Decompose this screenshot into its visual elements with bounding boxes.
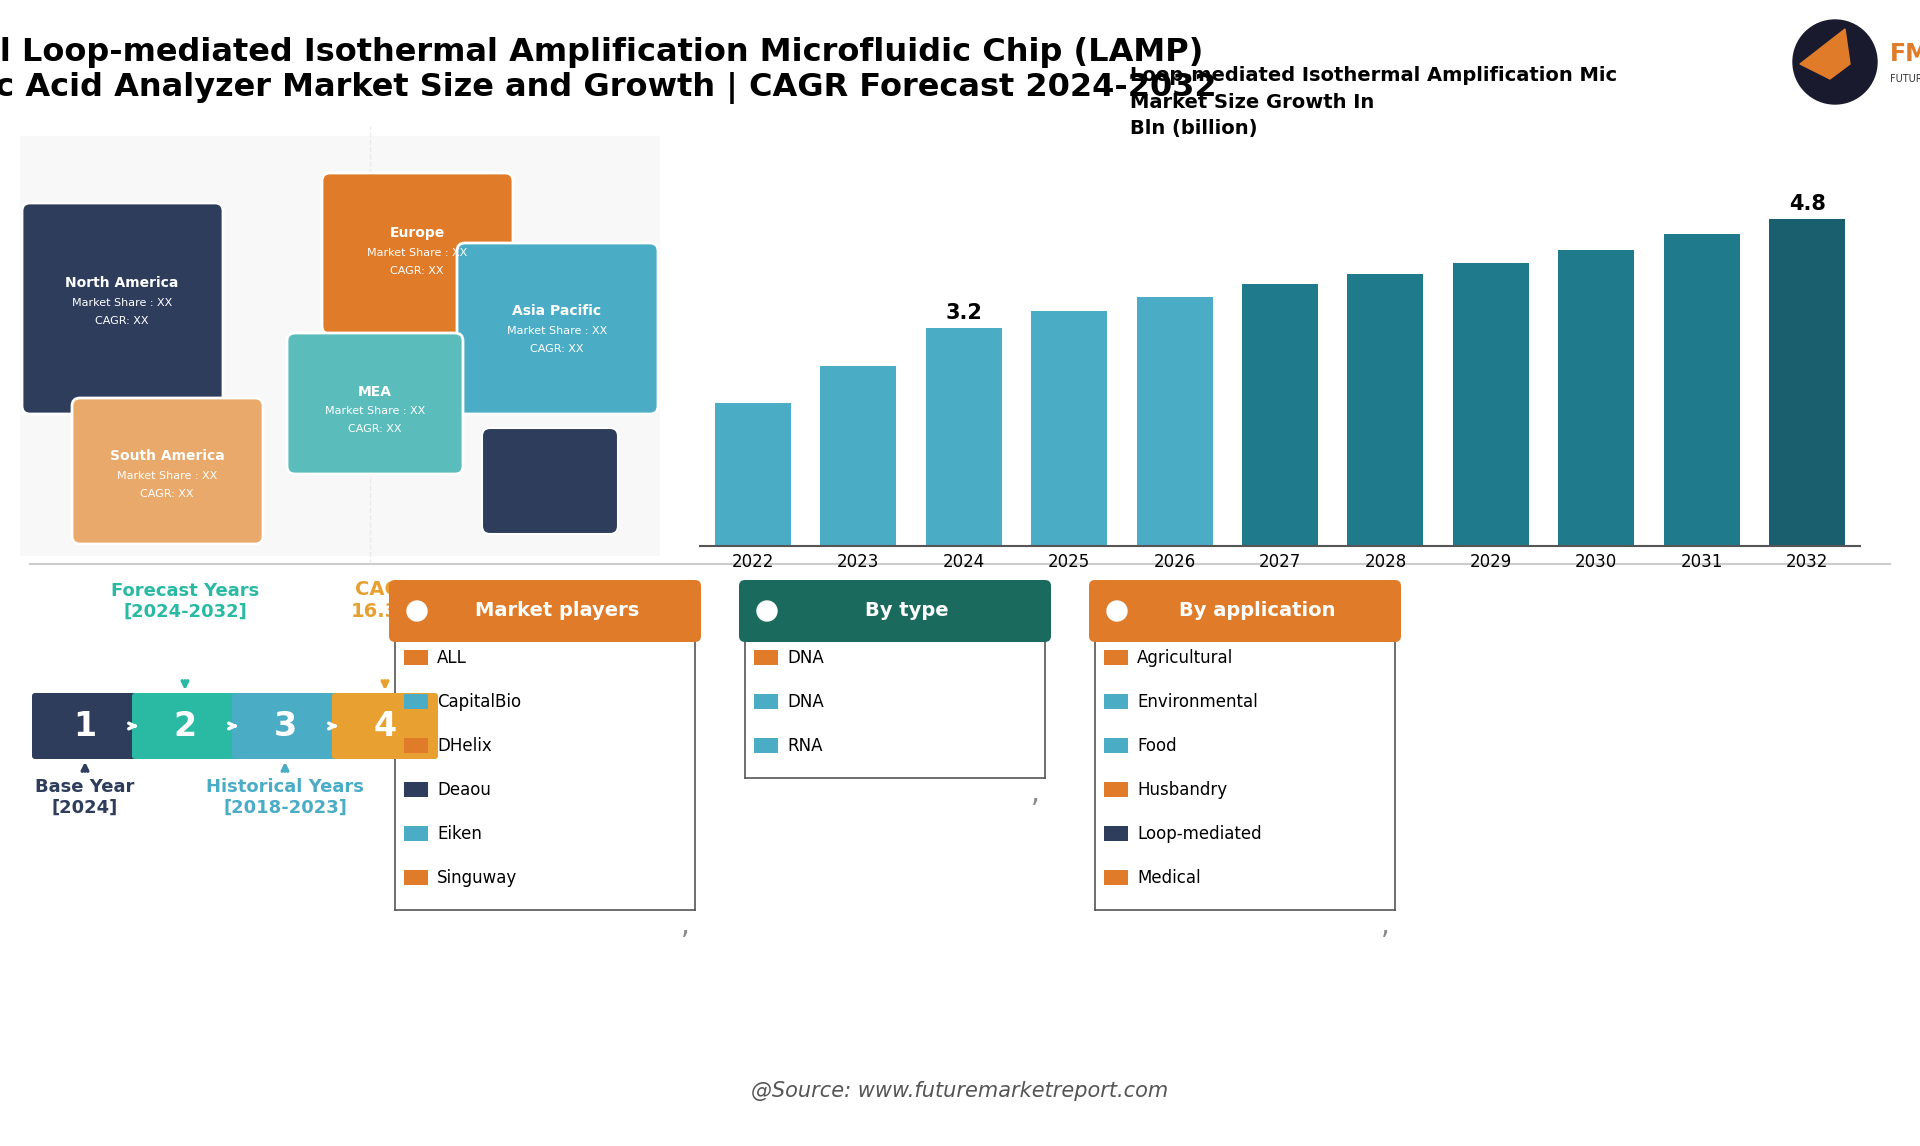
FancyBboxPatch shape (1104, 694, 1129, 709)
Text: ,: , (680, 912, 689, 940)
Text: DHelix: DHelix (438, 737, 492, 755)
Text: 3: 3 (273, 709, 296, 743)
Text: By type: By type (866, 602, 948, 620)
Circle shape (1108, 601, 1127, 621)
FancyBboxPatch shape (132, 693, 238, 759)
FancyBboxPatch shape (755, 738, 778, 753)
FancyBboxPatch shape (286, 333, 463, 474)
FancyBboxPatch shape (390, 580, 701, 642)
Text: Market Share : XX: Market Share : XX (324, 406, 424, 416)
Text: Market Share : XX: Market Share : XX (71, 298, 173, 308)
FancyBboxPatch shape (19, 136, 660, 556)
Text: Agricultural: Agricultural (1137, 649, 1233, 667)
FancyBboxPatch shape (403, 650, 428, 665)
Text: CAGR: XX: CAGR: XX (530, 344, 584, 354)
Text: Europe: Europe (390, 226, 445, 240)
FancyBboxPatch shape (232, 693, 338, 759)
FancyBboxPatch shape (403, 782, 428, 796)
Text: 3.2: 3.2 (945, 304, 981, 323)
Text: Loop-mediated: Loop-mediated (1137, 825, 1261, 843)
FancyBboxPatch shape (21, 203, 223, 414)
Text: By application: By application (1179, 602, 1334, 620)
Bar (1242, 284, 1317, 545)
FancyBboxPatch shape (1104, 826, 1129, 841)
Text: CAGR: XX: CAGR: XX (96, 316, 148, 325)
Text: 2: 2 (173, 709, 196, 743)
Text: CAGR: XX: CAGR: XX (140, 489, 194, 499)
Text: DNA: DNA (787, 693, 824, 711)
Text: Singuway: Singuway (438, 869, 516, 887)
Text: Eiken: Eiken (438, 825, 482, 843)
Text: Husbandry: Husbandry (1137, 782, 1227, 799)
FancyBboxPatch shape (1104, 738, 1129, 753)
Bar (1348, 274, 1423, 545)
FancyBboxPatch shape (482, 427, 618, 534)
Text: CAGR
16.3%: CAGR 16.3% (351, 580, 419, 621)
Bar (714, 403, 791, 545)
Polygon shape (1801, 29, 1851, 79)
Text: North America: North America (65, 276, 179, 290)
FancyBboxPatch shape (73, 398, 263, 544)
Text: FMR: FMR (1889, 42, 1920, 66)
FancyBboxPatch shape (403, 826, 428, 841)
FancyBboxPatch shape (1104, 782, 1129, 796)
Text: Market players: Market players (474, 602, 639, 620)
Text: 4: 4 (372, 709, 397, 743)
Text: Market Share : XX: Market Share : XX (367, 248, 467, 258)
Text: MEA: MEA (357, 385, 392, 399)
Text: Asia Pacific: Asia Pacific (513, 304, 601, 317)
Text: ALL: ALL (438, 649, 467, 667)
Text: CAGR: XX: CAGR: XX (348, 424, 401, 434)
Bar (820, 366, 897, 545)
FancyBboxPatch shape (739, 580, 1050, 642)
FancyBboxPatch shape (403, 738, 428, 753)
Text: Environmental: Environmental (1137, 693, 1258, 711)
Text: South America: South America (109, 449, 225, 463)
FancyBboxPatch shape (403, 870, 428, 885)
Text: Forecast Years
[2024-2032]: Forecast Years [2024-2032] (111, 582, 259, 621)
Bar (1770, 219, 1845, 545)
Text: ,: , (1380, 912, 1390, 940)
Text: Historical Years
[2018-2023]: Historical Years [2018-2023] (205, 778, 365, 817)
FancyBboxPatch shape (323, 173, 513, 333)
Text: CapitalBio: CapitalBio (438, 693, 520, 711)
Text: DNA: DNA (787, 649, 824, 667)
Bar (925, 328, 1002, 545)
Bar (1453, 264, 1528, 545)
FancyBboxPatch shape (457, 243, 659, 414)
Bar (1137, 298, 1213, 545)
FancyBboxPatch shape (332, 693, 438, 759)
Text: @Source: www.futuremarketreport.com: @Source: www.futuremarketreport.com (751, 1081, 1169, 1101)
Text: Medical: Medical (1137, 869, 1200, 887)
Text: 4.8: 4.8 (1789, 195, 1826, 214)
FancyBboxPatch shape (403, 694, 428, 709)
FancyBboxPatch shape (755, 694, 778, 709)
FancyBboxPatch shape (1089, 580, 1402, 642)
Circle shape (756, 601, 778, 621)
FancyBboxPatch shape (33, 693, 138, 759)
FancyBboxPatch shape (1104, 650, 1129, 665)
Text: Global Loop-mediated Isothermal Amplification Microfluidic Chip (LAMP): Global Loop-mediated Isothermal Amplific… (0, 38, 1204, 69)
Text: Base Year
[2024]: Base Year [2024] (35, 778, 134, 817)
Text: Market Share : XX: Market Share : XX (117, 471, 217, 481)
Bar (1559, 250, 1634, 545)
Text: RNA: RNA (787, 737, 822, 755)
Circle shape (407, 601, 426, 621)
Circle shape (1793, 19, 1878, 104)
Text: Nucleic Acid Analyzer Market Size and Growth | CAGR Forecast 2024-2032: Nucleic Acid Analyzer Market Size and Gr… (0, 72, 1217, 104)
Text: FUTURE MARKET REPORT: FUTURE MARKET REPORT (1889, 74, 1920, 84)
Text: Market Share : XX: Market Share : XX (507, 325, 607, 336)
FancyBboxPatch shape (1104, 870, 1129, 885)
FancyBboxPatch shape (755, 650, 778, 665)
Text: Food: Food (1137, 737, 1177, 755)
Text: Loop-mediated Isothermal Amplification Mic
Market Size Growth In
Bln (billion): Loop-mediated Isothermal Amplification M… (1131, 66, 1617, 138)
Text: ,: , (1031, 780, 1039, 808)
Bar (1665, 234, 1740, 545)
Text: Deaou: Deaou (438, 782, 492, 799)
Text: CAGR: XX: CAGR: XX (390, 266, 444, 276)
Bar (1031, 311, 1108, 545)
Text: 1: 1 (73, 709, 96, 743)
